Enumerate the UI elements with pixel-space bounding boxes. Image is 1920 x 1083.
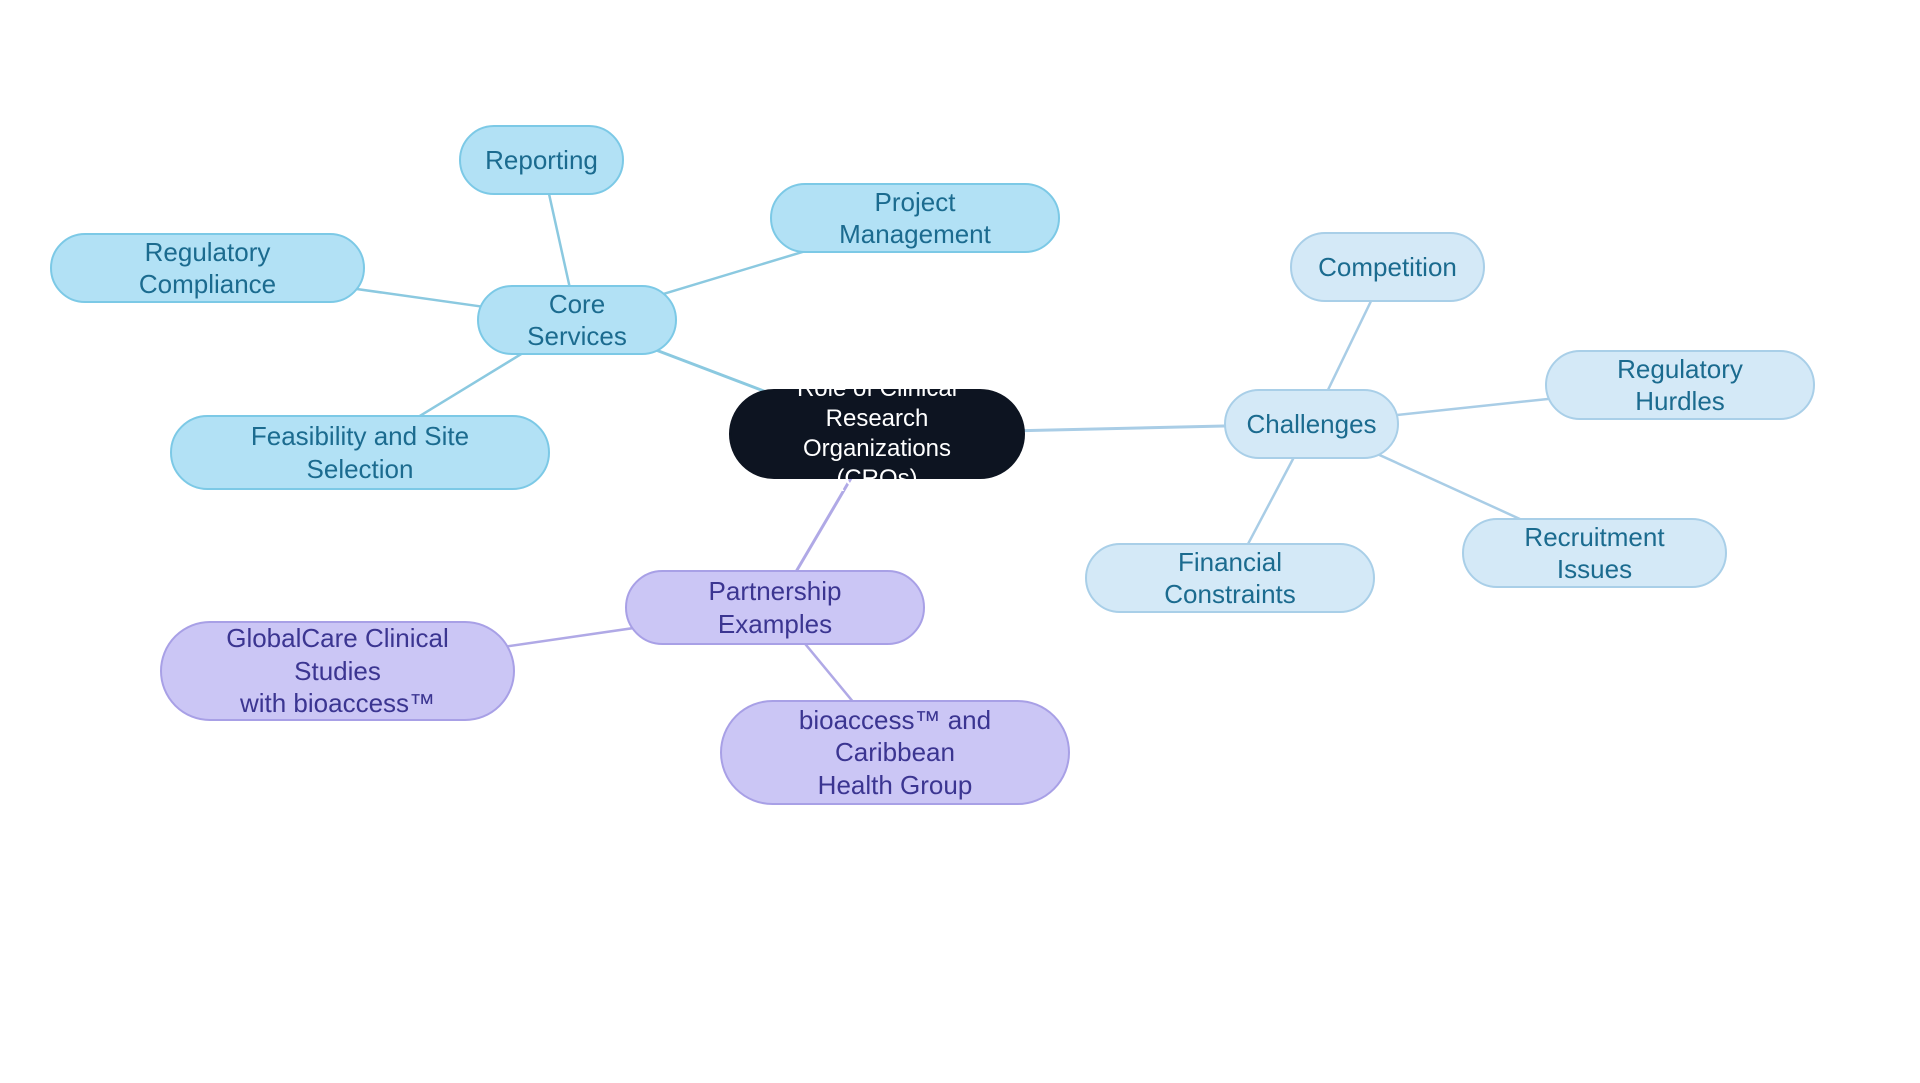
node-core-services: Core Services <box>477 285 677 355</box>
node-globalcare: GlobalCare Clinical Studies with bioacce… <box>160 621 515 721</box>
node-regulatory-hurdles: Regulatory Hurdles <box>1545 350 1815 420</box>
node-caribbean: bioaccess™ and Caribbean Health Group <box>720 700 1070 805</box>
node-recruitment-issues: Recruitment Issues <box>1462 518 1727 588</box>
node-project-management: Project Management <box>770 183 1060 253</box>
node-reporting: Reporting <box>459 125 624 195</box>
node-center: Role of Clinical Research Organizations … <box>729 389 1025 479</box>
node-feasibility: Feasibility and Site Selection <box>170 415 550 490</box>
node-financial-constraints: Financial Constraints <box>1085 543 1375 613</box>
mindmap-stage: Role of Clinical Research Organizations … <box>0 0 1920 1083</box>
node-challenges: Challenges <box>1224 389 1399 459</box>
node-partnership-examples: Partnership Examples <box>625 570 925 645</box>
node-competition: Competition <box>1290 232 1485 302</box>
node-regulatory-compliance: Regulatory Compliance <box>50 233 365 303</box>
